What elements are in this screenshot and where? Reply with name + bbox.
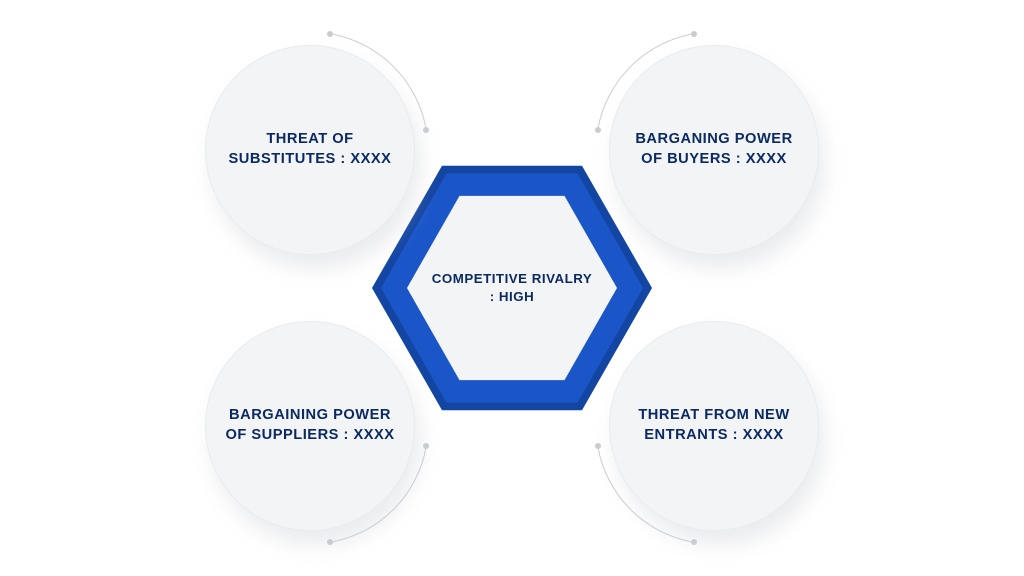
force-node-tr: BARGANING POWER OF BUYERS : XXXX <box>609 45 819 255</box>
force-node-label: THREAT FROM NEW ENTRANTS : XXXX <box>610 406 818 446</box>
force-node-label: THREAT OF SUBSTITUTES : XXXX <box>206 130 414 170</box>
five-forces-diagram: COMPETITIVE RIVALRY : HIGH THREAT OF SUB… <box>0 0 1024 576</box>
center-label: COMPETITIVE RIVALRY : HIGH <box>407 270 617 306</box>
force-node-tl: THREAT OF SUBSTITUTES : XXXX <box>205 45 415 255</box>
connector-dot <box>691 539 697 545</box>
force-node-br: THREAT FROM NEW ENTRANTS : XXXX <box>609 321 819 531</box>
force-node-bl: BARGAINING POWER OF SUPPLIERS : XXXX <box>205 321 415 531</box>
connector-dot <box>423 127 429 133</box>
force-node-label: BARGAINING POWER OF SUPPLIERS : XXXX <box>206 406 414 446</box>
connector-dot <box>595 127 601 133</box>
force-node-label: BARGANING POWER OF BUYERS : XXXX <box>610 130 818 170</box>
connector-dot <box>691 31 697 37</box>
